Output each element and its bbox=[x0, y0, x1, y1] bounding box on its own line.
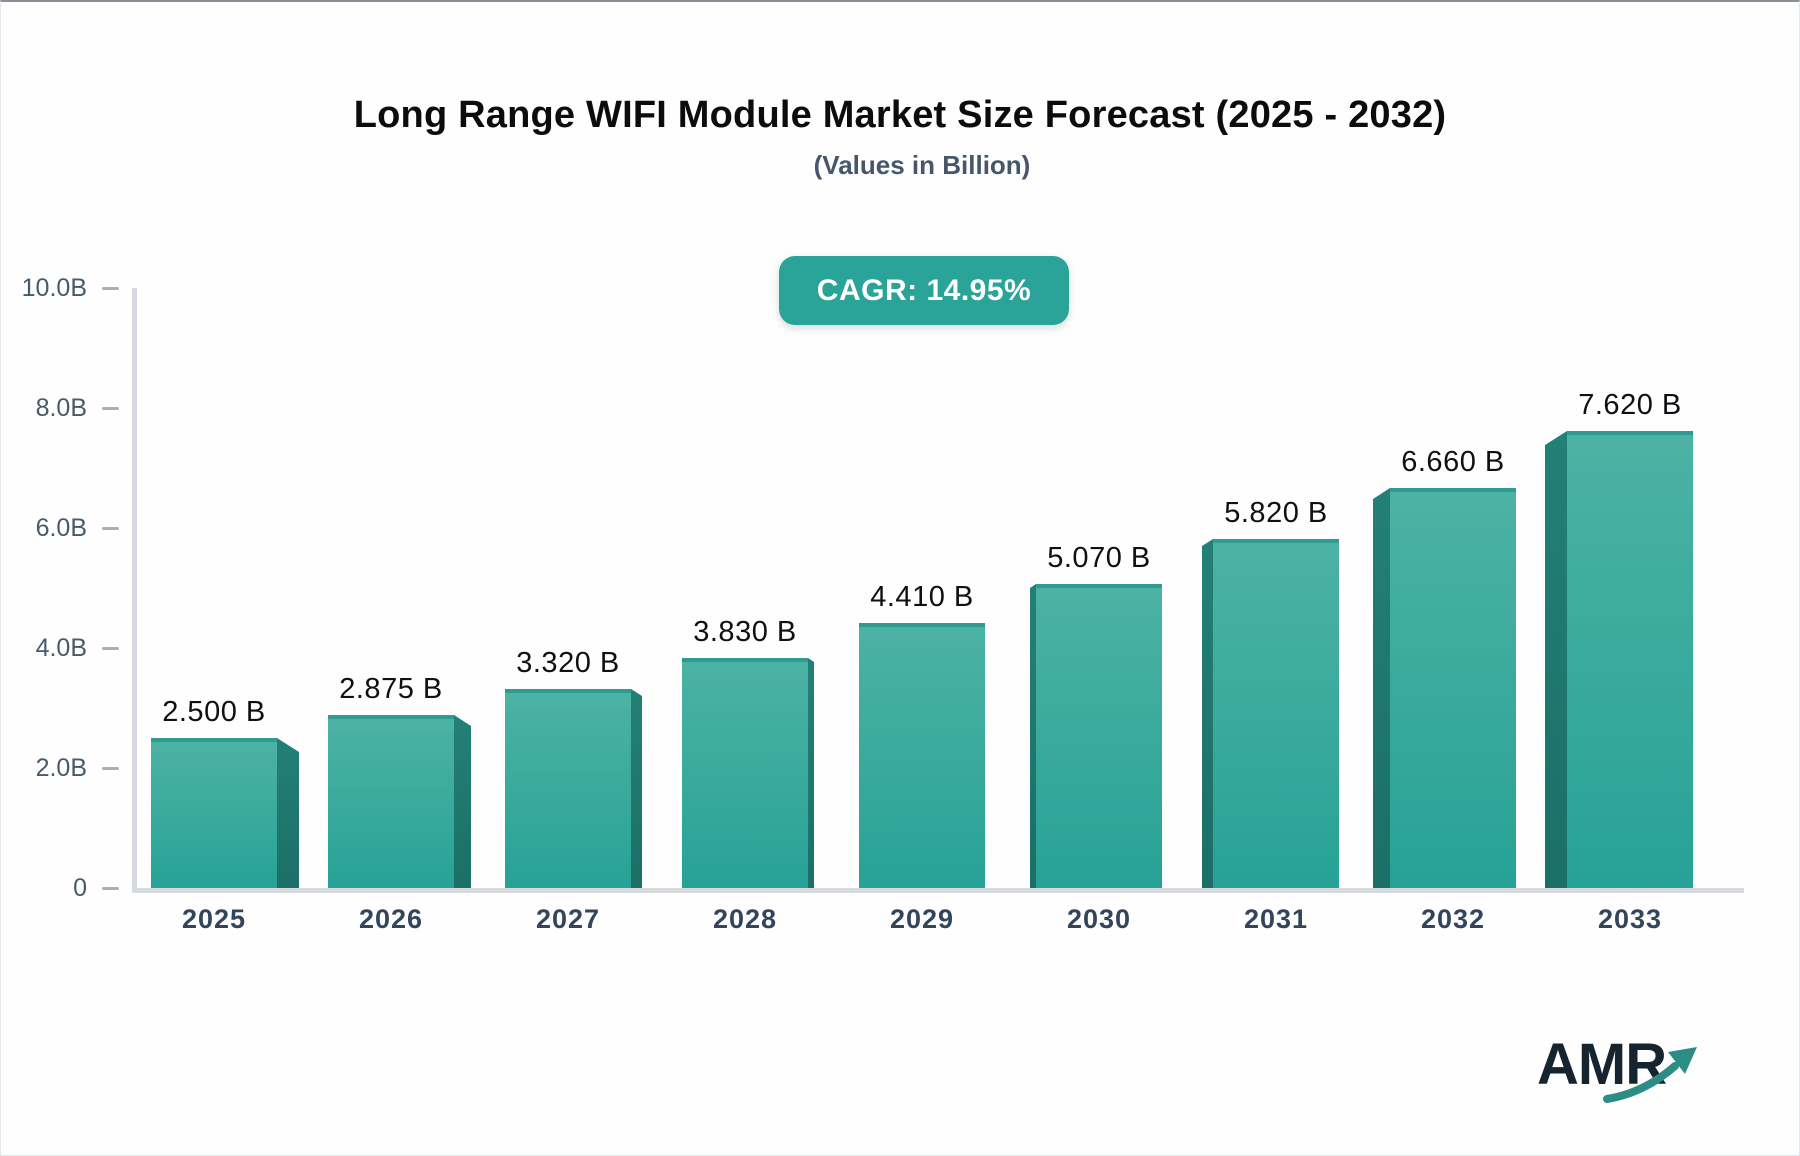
bar-front-face bbox=[328, 715, 454, 888]
bar-side-face bbox=[454, 715, 471, 888]
x-tick-label: 2026 bbox=[358, 904, 424, 934]
bar-side-face bbox=[631, 689, 642, 888]
bar bbox=[1545, 431, 1693, 888]
x-tick-label: 2033 bbox=[1597, 904, 1663, 934]
bar-value-label: 2.875 B bbox=[339, 673, 443, 705]
y-tick-mark bbox=[102, 287, 119, 290]
y-tick-label: 10.0B bbox=[21, 274, 87, 302]
bar-front-face bbox=[151, 738, 277, 888]
x-tick-label: 2032 bbox=[1420, 904, 1486, 934]
x-tick-label: 2025 bbox=[181, 904, 247, 934]
bar-side-face bbox=[1545, 431, 1567, 888]
bar-front-face bbox=[1213, 539, 1339, 888]
y-tick-mark bbox=[102, 887, 119, 890]
bar-side-face bbox=[1030, 584, 1036, 888]
x-tick-label: 2030 bbox=[1066, 904, 1132, 934]
bar-value-label: 2.500 B bbox=[162, 696, 266, 728]
brand-logo: AMR bbox=[1537, 1032, 1787, 1132]
y-tick-label: 8.0B bbox=[35, 394, 87, 422]
x-axis-line bbox=[132, 888, 1744, 893]
bar-side-face bbox=[808, 658, 814, 888]
bar-side-face bbox=[277, 738, 299, 888]
x-tick-label: 2027 bbox=[535, 904, 601, 934]
bar bbox=[1030, 584, 1162, 888]
bar bbox=[1373, 488, 1516, 888]
bar-front-face bbox=[505, 689, 631, 888]
bar bbox=[328, 715, 471, 888]
bar-value-label: 5.820 B bbox=[1224, 497, 1328, 529]
bar-value-label: 3.320 B bbox=[516, 647, 620, 679]
bar-front-face bbox=[1390, 488, 1516, 888]
cagr-badge-label: CAGR: 14.95% bbox=[816, 273, 1032, 307]
x-tick-label: 2031 bbox=[1243, 904, 1309, 934]
bar bbox=[682, 658, 814, 888]
chart-subtitle: (Values in Billion) bbox=[813, 150, 1031, 180]
y-tick-mark bbox=[102, 767, 119, 770]
bar-front-face bbox=[1036, 584, 1162, 888]
bar bbox=[859, 623, 985, 888]
y-tick-label: 2.0B bbox=[35, 754, 87, 782]
bar-front-face bbox=[682, 658, 808, 888]
y-tick-mark bbox=[102, 527, 119, 530]
y-tick-label: 6.0B bbox=[35, 514, 87, 542]
chart-title: Long Range WIFI Module Market Size Forec… bbox=[353, 94, 1447, 136]
cagr-badge: CAGR: 14.95% bbox=[779, 256, 1069, 325]
bar-side-face bbox=[1373, 488, 1390, 888]
y-tick-label: 0 bbox=[73, 874, 87, 902]
growth-arrow-icon bbox=[1603, 1047, 1697, 1103]
bar-value-label: 5.070 B bbox=[1047, 542, 1151, 574]
bar bbox=[151, 738, 299, 888]
bar-front-face bbox=[859, 623, 985, 888]
bar-side-face bbox=[1202, 539, 1213, 888]
bar-front-face bbox=[1567, 431, 1693, 888]
bar-value-label: 6.660 B bbox=[1401, 446, 1505, 478]
bar bbox=[505, 689, 642, 888]
bar-value-label: 3.830 B bbox=[693, 616, 797, 648]
bar-value-label: 4.410 B bbox=[870, 581, 974, 613]
y-tick-label: 4.0B bbox=[35, 634, 87, 662]
x-tick-label: 2029 bbox=[889, 904, 955, 934]
x-tick-label: 2028 bbox=[712, 904, 778, 934]
y-tick-mark bbox=[102, 647, 119, 650]
y-axis-line bbox=[132, 288, 137, 893]
y-tick-mark bbox=[102, 407, 119, 410]
bar bbox=[1202, 539, 1339, 888]
bar-value-label: 7.620 B bbox=[1578, 389, 1682, 421]
